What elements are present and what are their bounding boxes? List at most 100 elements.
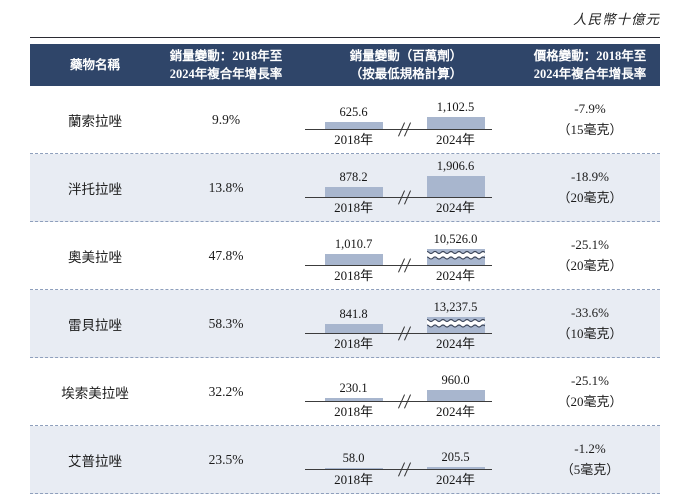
bar-value-2018: 878.2	[339, 169, 368, 184]
header-price-cagr: 價格變動：2018年至 2024年複合年增長率	[533, 48, 647, 81]
bar-group-2018: 841.8	[324, 306, 383, 333]
bar-group-2024: 960.0	[426, 372, 485, 401]
bar-2024-truncated	[426, 248, 485, 265]
year-label-2018: 2018年	[334, 403, 374, 419]
header-volume-cagr: 銷量變動：2018年至 2024年複合年增長率	[169, 48, 283, 81]
table-header: 藥物名稱 銷量變動：2018年至 2024年複合年增長率 銷量變動（百萬劑） （…	[30, 44, 660, 86]
volume-bar-chart: 58.0 205.5 2018年 2024年	[305, 430, 492, 490]
bar-value-2024: 960.0	[441, 372, 470, 387]
mini-chart-cell: 1,010.7 10,526.0 2018年 2024年	[292, 222, 520, 289]
price-change-cell: -33.6% （10毫克）	[520, 290, 660, 357]
bar-2024	[426, 116, 485, 129]
year-label-2018: 2018年	[334, 199, 374, 215]
axis-break-icon	[397, 325, 413, 341]
volume-cagr-value: 47.8%	[208, 247, 244, 263]
table-row: 艾普拉唑 23.5% 58.0 205.5 2018年 2024年 -1.2% …	[30, 426, 660, 494]
price-spec: （10毫克）	[557, 325, 623, 341]
bar-group-2018: 1,010.7	[324, 236, 383, 265]
year-label-2024: 2024年	[436, 471, 476, 487]
price-change-cell: -18.9% （20毫克）	[520, 154, 660, 221]
volume-cagr-value: 32.2%	[208, 383, 244, 399]
bar-value-2024: 13,237.5	[433, 299, 478, 314]
bar-2018	[324, 186, 383, 197]
bar-value-2018: 230.1	[339, 380, 368, 395]
price-change-value: -18.9%	[571, 169, 609, 185]
year-label-2024: 2024年	[436, 199, 476, 215]
bar-group-2024: 1,102.5	[426, 99, 485, 129]
price-spec: （20毫克）	[557, 257, 623, 273]
price-change-cell: -25.1% （20毫克）	[520, 222, 660, 289]
volume-bar-chart: 625.6 1,102.5 2018年 2024年	[305, 90, 492, 150]
bar-value-2018: 1,010.7	[334, 236, 373, 251]
price-change-cell: -25.1% （20毫克）	[520, 358, 660, 425]
chart-baseline	[305, 400, 492, 402]
bar-value-2018: 58.0	[342, 450, 365, 465]
year-label-2018: 2018年	[334, 267, 374, 283]
drug-name: 泮托拉唑	[68, 181, 122, 197]
volume-cagr-value: 13.8%	[208, 179, 244, 195]
bar-value-2024: 1,102.5	[436, 99, 475, 114]
unit-note: 人民幣十億元	[573, 12, 660, 27]
bar-2024	[426, 389, 485, 401]
price-change-value: -25.1%	[571, 237, 609, 253]
drug-name: 蘭索拉唑	[68, 113, 122, 129]
drug-name: 奧美拉唑	[68, 249, 122, 265]
bar-group-2018: 878.2	[324, 169, 383, 197]
mini-chart-cell: 230.1 960.0 2018年 2024年	[292, 358, 520, 425]
axis-break-icon	[397, 189, 413, 205]
header-drug-name: 藥物名稱	[69, 57, 120, 72]
price-change-value: -33.6%	[571, 305, 609, 321]
mini-chart-cell: 841.8 13,237.5 2018年 2024年	[292, 290, 520, 357]
table-row: 奧美拉唑 47.8% 1,010.7 10,526.0 2018年 2024年 …	[30, 222, 660, 290]
axis-break-icon	[397, 257, 413, 273]
chart-baseline	[305, 128, 492, 130]
bar-value-2024: 10,526.0	[433, 231, 478, 246]
year-label-2018: 2018年	[334, 131, 374, 147]
drug-name: 埃索美拉唑	[61, 385, 129, 401]
bar-2024-truncated	[426, 316, 485, 333]
price-change-value: -25.1%	[571, 373, 609, 389]
bar-2018	[324, 467, 383, 469]
bar-group-2024: 13,237.5	[426, 299, 485, 333]
axis-break-icon	[397, 393, 413, 409]
chart-baseline	[305, 468, 492, 470]
bar-2018	[324, 121, 383, 129]
header-volume-chart: 銷量變動（百萬劑） （按最低規格計算）	[349, 48, 463, 81]
price-spec: （20毫克）	[557, 189, 623, 205]
bar-group-2018: 58.0	[324, 450, 383, 469]
table-top-rule	[30, 37, 660, 38]
bar-value-2018: 841.8	[339, 306, 368, 321]
year-label-2018: 2018年	[334, 471, 374, 487]
table-row: 泮托拉唑 13.8% 878.2 1,906.6 2018年 2024年 -18…	[30, 154, 660, 222]
mini-chart-cell: 58.0 205.5 2018年 2024年	[292, 426, 520, 493]
year-label-2024: 2024年	[436, 335, 476, 351]
chart-baseline	[305, 264, 492, 266]
volume-bar-chart: 841.8 13,237.5 2018年 2024年	[305, 294, 492, 354]
volume-cagr-value: 58.3%	[208, 315, 244, 331]
axis-break-icon	[397, 121, 413, 137]
mini-chart-cell: 625.6 1,102.5 2018年 2024年	[292, 86, 520, 153]
bar-2018	[324, 323, 383, 333]
mini-chart-cell: 878.2 1,906.6 2018年 2024年	[292, 154, 520, 221]
bar-group-2024: 205.5	[426, 449, 485, 469]
drug-name: 艾普拉唑	[68, 453, 122, 469]
bar-2024	[426, 466, 485, 469]
bar-2018	[324, 253, 383, 265]
price-spec: （15毫克）	[557, 121, 623, 137]
volume-cagr-value: 23.5%	[208, 451, 244, 467]
bar-group-2024: 1,906.6	[426, 159, 485, 197]
year-label-2018: 2018年	[334, 335, 374, 351]
table-row: 埃索美拉唑 32.2% 230.1 960.0 2018年 2024年 -25.…	[30, 358, 660, 426]
table-row: 雷貝拉唑 58.3% 841.8 13,237.5 2018年 2024年 -3…	[30, 290, 660, 358]
price-change-cell: -1.2% （5毫克）	[520, 426, 660, 493]
price-change-cell: -7.9% （15毫克）	[520, 86, 660, 153]
bar-group-2018: 230.1	[324, 380, 383, 401]
price-change-value: -1.2%	[574, 441, 606, 457]
year-label-2024: 2024年	[436, 403, 476, 419]
year-label-2024: 2024年	[436, 131, 476, 147]
chart-baseline	[305, 332, 492, 334]
volume-cagr-value: 9.9%	[211, 111, 241, 127]
year-label-2024: 2024年	[436, 267, 476, 283]
bar-value-2018: 625.6	[339, 104, 368, 119]
bar-value-2024: 205.5	[441, 449, 470, 464]
